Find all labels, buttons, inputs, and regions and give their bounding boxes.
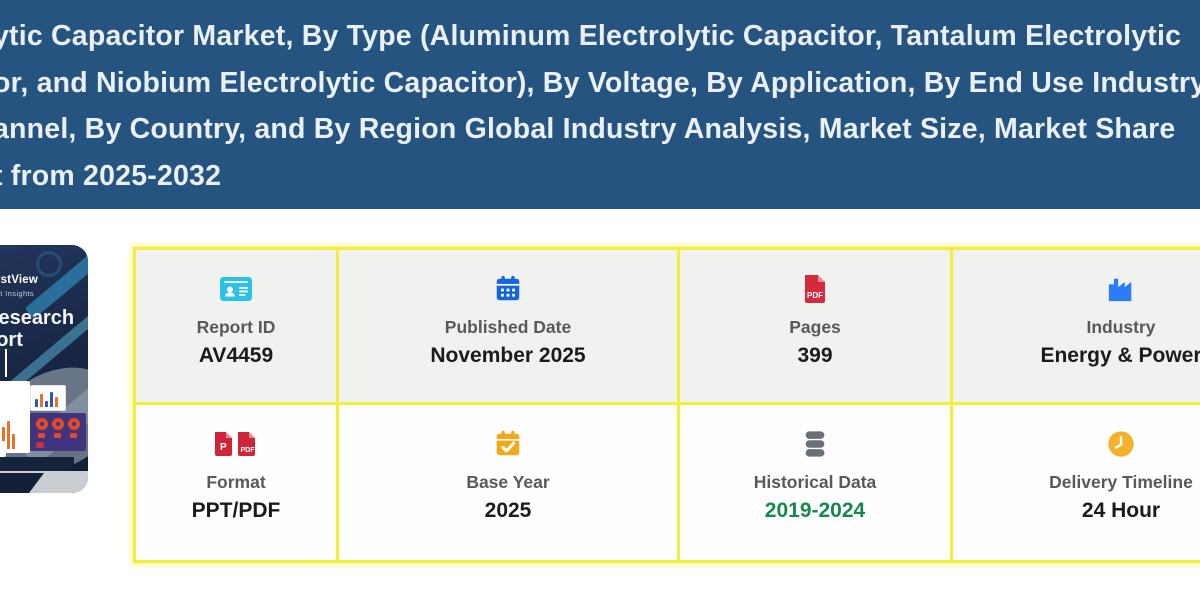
- cover-title-line-1: Research: [0, 307, 75, 329]
- cell-label: Industry: [1086, 317, 1156, 337]
- cell-pages: PDF Pages 399: [680, 250, 953, 405]
- ppt-pdf-icon: P PDF: [213, 429, 259, 459]
- cell-label: Published Date: [444, 317, 572, 337]
- calendar-check-icon: [493, 429, 523, 459]
- page-title: ytic Capacitor Market, By Type (Aluminum…: [0, 13, 1200, 199]
- title-line-1: ytic Capacitor Market, By Type (Aluminum…: [0, 20, 1182, 52]
- cell-label: Historical Data: [753, 472, 877, 492]
- cell-label: Delivery Timeline: [1049, 472, 1193, 492]
- svg-text:PDF: PDF: [241, 447, 256, 454]
- donut-chart-graphic: [68, 418, 80, 430]
- monitor-graphic: [0, 457, 74, 471]
- svg-text:PDF: PDF: [807, 291, 823, 300]
- cover-ring-graphic: [36, 251, 62, 277]
- cell-label: Pages: [789, 317, 841, 337]
- cell-base-year: Base Year 2025: [339, 405, 680, 560]
- factory-icon: [1106, 274, 1136, 304]
- svg-text:P: P: [220, 442, 227, 453]
- cell-label: Base Year: [466, 472, 550, 492]
- cover-title-line-2: port: [0, 329, 23, 351]
- page-header: ytic Capacitor Market, By Type (Aluminum…: [0, 0, 1200, 209]
- cell-delivery-timeline: Delivery Timeline 24 Hour: [953, 405, 1200, 560]
- database-icon: [800, 429, 830, 459]
- cell-value: 2019-2024: [764, 499, 866, 522]
- cell-label: Format: [206, 472, 266, 492]
- cell-published-date: Published Date November 2025: [339, 250, 680, 405]
- cell-value: 24 Hour: [1081, 499, 1161, 522]
- cell-format: P PDF Format PPT/PDF: [136, 405, 339, 560]
- title-line-4: t from 2025-2032: [0, 159, 222, 192]
- cover-brand-subtext: arket Insights: [0, 289, 35, 298]
- cell-historical-data: Historical Data 2019-2024: [680, 405, 953, 560]
- cell-industry: Industry Energy & Power: [953, 250, 1200, 405]
- donut-chart-graphic: [36, 418, 48, 430]
- calendar-icon: [493, 274, 523, 304]
- cell-value: PPT/PDF: [191, 499, 281, 522]
- mini-bar-chart-graphic: [30, 385, 66, 411]
- report-cover-thumbnail: alystView arket Insights Research port: [0, 245, 88, 493]
- cell-value: AV4459: [198, 344, 274, 367]
- title-line-2: or, and Niobium Electrolytic Capacitor),…: [0, 66, 1200, 99]
- cover-divider-line: [5, 349, 7, 377]
- donut-chart-graphic: [52, 418, 64, 430]
- cell-value: 399: [797, 344, 833, 367]
- report-info-grid: Report ID AV4459 Published Date November: [133, 247, 1200, 563]
- pdf-file-icon: PDF: [802, 274, 828, 304]
- title-line-3: annel, By Country, and By Region Global …: [0, 113, 1176, 145]
- cell-value: November 2025: [430, 344, 586, 367]
- clock-icon: [1106, 429, 1136, 459]
- cover-brand-text: alystView: [0, 274, 39, 286]
- id-card-icon: [219, 274, 253, 304]
- cell-label: Report ID: [196, 317, 276, 337]
- cell-report-id: Report ID AV4459: [136, 250, 339, 405]
- small-bar-chart-graphic: [0, 441, 6, 457]
- cell-value: 2025: [484, 499, 532, 522]
- cell-value: Energy & Power: [1040, 344, 1200, 367]
- donut-chart-panel: [30, 413, 86, 451]
